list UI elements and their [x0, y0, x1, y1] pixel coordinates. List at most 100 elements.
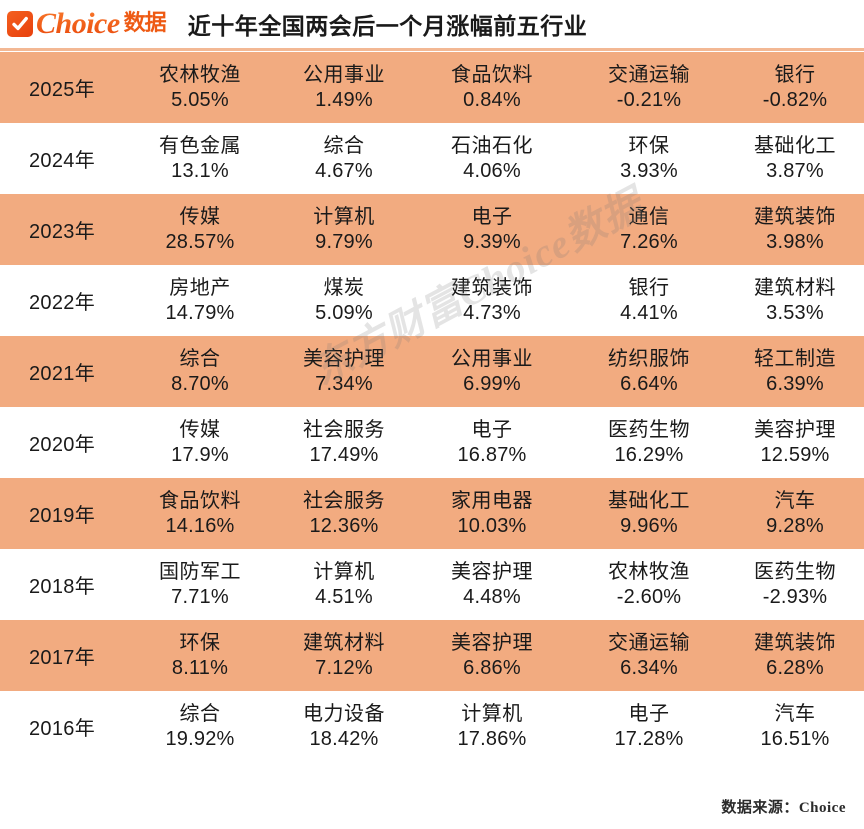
industry-cell: 农林牧渔 -2.60% — [572, 559, 726, 610]
industry-name: 美容护理 — [754, 416, 836, 441]
industry-change-value: 3.93% — [620, 159, 678, 182]
industry-cell: 计算机 4.51% — [276, 559, 412, 610]
row-year-label: 2025年 — [29, 79, 95, 101]
industry-cell: 美容护理 12.59% — [726, 417, 864, 468]
industry-name: 轻工制造 — [754, 345, 836, 370]
industry-change-value: 5.09% — [315, 301, 373, 324]
industry-change-value: 17.49% — [309, 443, 379, 466]
industry-cell: 通信 7.26% — [572, 204, 726, 255]
row-year-label: 2023年 — [29, 221, 95, 243]
industry-change-value: 17.28% — [614, 727, 684, 750]
industry-cell: 电子 17.28% — [572, 701, 726, 752]
industry-cell: 食品饮料 14.16% — [124, 488, 276, 539]
industry-change-value: 8.70% — [171, 372, 229, 395]
industry-name: 建筑材料 — [754, 274, 836, 299]
industry-cell: 社会服务 12.36% — [276, 488, 412, 539]
industry-name: 家用电器 — [451, 487, 533, 512]
industry-change-value: 12.36% — [309, 514, 379, 537]
header-divider — [0, 48, 864, 51]
industry-name: 医药生物 — [608, 416, 690, 441]
industry-cell: 传媒 28.57% — [124, 204, 276, 255]
page-title: 近十年全国两会后一个月涨幅前五行业 — [187, 14, 588, 40]
industry-change-value: 4.51% — [315, 585, 373, 608]
industry-name: 社会服务 — [303, 416, 385, 441]
industry-cell: 美容护理 6.86% — [412, 630, 572, 681]
industry-change-value: 16.87% — [457, 443, 527, 466]
industry-cell: 传媒 17.9% — [124, 417, 276, 468]
industry-change-value: 13.1% — [171, 159, 229, 182]
industry-change-value: 3.53% — [766, 301, 824, 324]
industry-change-value: 9.96% — [620, 514, 678, 537]
industry-name: 计算机 — [461, 700, 523, 725]
industry-cell: 有色金属 13.1% — [124, 133, 276, 184]
industry-name: 汽车 — [774, 487, 816, 512]
industry-change-value: 16.29% — [614, 443, 684, 466]
industry-change-value: 6.64% — [620, 372, 678, 395]
industry-name: 传媒 — [179, 416, 221, 441]
industry-name: 美容护理 — [303, 345, 385, 370]
industry-change-value: 14.79% — [165, 301, 235, 324]
industry-name: 环保 — [628, 132, 670, 157]
row-year-label: 2020年 — [29, 434, 95, 456]
industry-cell: 房地产 14.79% — [124, 275, 276, 326]
industry-cell: 石油石化 4.06% — [412, 133, 572, 184]
industry-change-value: -0.82% — [762, 88, 828, 111]
table-row: 2020年 传媒 17.9% 社会服务 17.49% 电子 16.87% 医药生物 16.29%… — [0, 407, 864, 478]
industry-cell: 交通运输 -0.21% — [572, 62, 726, 113]
logo-wordmark: Choice — [36, 7, 120, 40]
industry-cell: 综合 8.70% — [124, 346, 276, 397]
industry-change-value: 7.26% — [620, 230, 678, 253]
industry-cell: 综合 19.92% — [124, 701, 276, 752]
industry-name: 公用事业 — [303, 61, 385, 86]
data-source-note: 数据来源：Choice — [721, 800, 846, 816]
industry-change-value: 14.16% — [165, 514, 235, 537]
table-row: 2019年 食品饮料 14.16% 社会服务 12.36% 家用电器 10.03% 基础化工 9… — [0, 478, 864, 549]
row-year-label: 2021年 — [29, 363, 95, 385]
industry-change-value: 18.42% — [309, 727, 379, 750]
industry-name: 电子 — [628, 700, 670, 725]
industry-change-value: 9.39% — [463, 230, 521, 253]
industry-cell: 美容护理 4.48% — [412, 559, 572, 610]
industry-name: 银行 — [774, 61, 816, 86]
industry-change-value: 10.03% — [457, 514, 527, 537]
industry-change-value: 8.11% — [171, 656, 229, 679]
industry-name: 美容护理 — [451, 629, 533, 654]
table-row: 2021年 综合 8.70% 美容护理 7.34% 公用事业 6.99% 纺织服饰 6.64% 轻… — [0, 336, 864, 407]
industry-name: 基础化工 — [608, 487, 690, 512]
industry-name: 石油石化 — [451, 132, 533, 157]
choice-logo: Choice 数据 — [7, 7, 167, 40]
industry-name: 国防军工 — [159, 558, 241, 583]
table-row: 2017年 环保 8.11% 建筑材料 7.12% 美容护理 6.86% 交通运输 6.34% 建… — [0, 620, 864, 691]
industry-change-value: 5.05% — [171, 88, 229, 111]
industry-cell: 轻工制造 6.39% — [726, 346, 864, 397]
table-row: 2024年 有色金属 13.1% 综合 4.67% 石油石化 4.06% 环保 3.93% 基础化… — [0, 123, 864, 194]
industry-change-value: 16.51% — [760, 727, 830, 750]
industry-name: 建筑材料 — [303, 629, 385, 654]
industry-change-value: 12.59% — [760, 443, 830, 466]
industry-name: 基础化工 — [754, 132, 836, 157]
industry-name: 建筑装饰 — [754, 203, 836, 228]
page-header: Choice 数据 近十年全国两会后一个月涨幅前五行业 — [0, 0, 864, 48]
industry-name: 银行 — [628, 274, 670, 299]
row-year-label: 2018年 — [29, 576, 95, 598]
industry-change-value: 7.34% — [315, 372, 373, 395]
industry-cell: 基础化工 9.96% — [572, 488, 726, 539]
industry-name: 电力设备 — [303, 700, 385, 725]
industry-change-value: -2.93% — [762, 585, 828, 608]
industry-name: 食品饮料 — [159, 487, 241, 512]
industry-name: 交通运输 — [608, 629, 690, 654]
industry-cell: 国防军工 7.71% — [124, 559, 276, 610]
industry-change-value: 0.84% — [463, 88, 521, 111]
industry-name: 计算机 — [313, 558, 375, 583]
industry-cell: 银行 4.41% — [572, 275, 726, 326]
industry-change-value: 4.73% — [463, 301, 521, 324]
industry-cell: 计算机 9.79% — [276, 204, 412, 255]
industry-name: 公用事业 — [451, 345, 533, 370]
row-year-label: 2024年 — [29, 150, 95, 172]
check-badge-icon — [7, 11, 33, 37]
industry-change-value: -0.21% — [616, 88, 682, 111]
industry-cell: 家用电器 10.03% — [412, 488, 572, 539]
industry-change-value: 6.39% — [766, 372, 824, 395]
industry-name: 电子 — [471, 416, 513, 441]
industry-name: 通信 — [628, 203, 670, 228]
